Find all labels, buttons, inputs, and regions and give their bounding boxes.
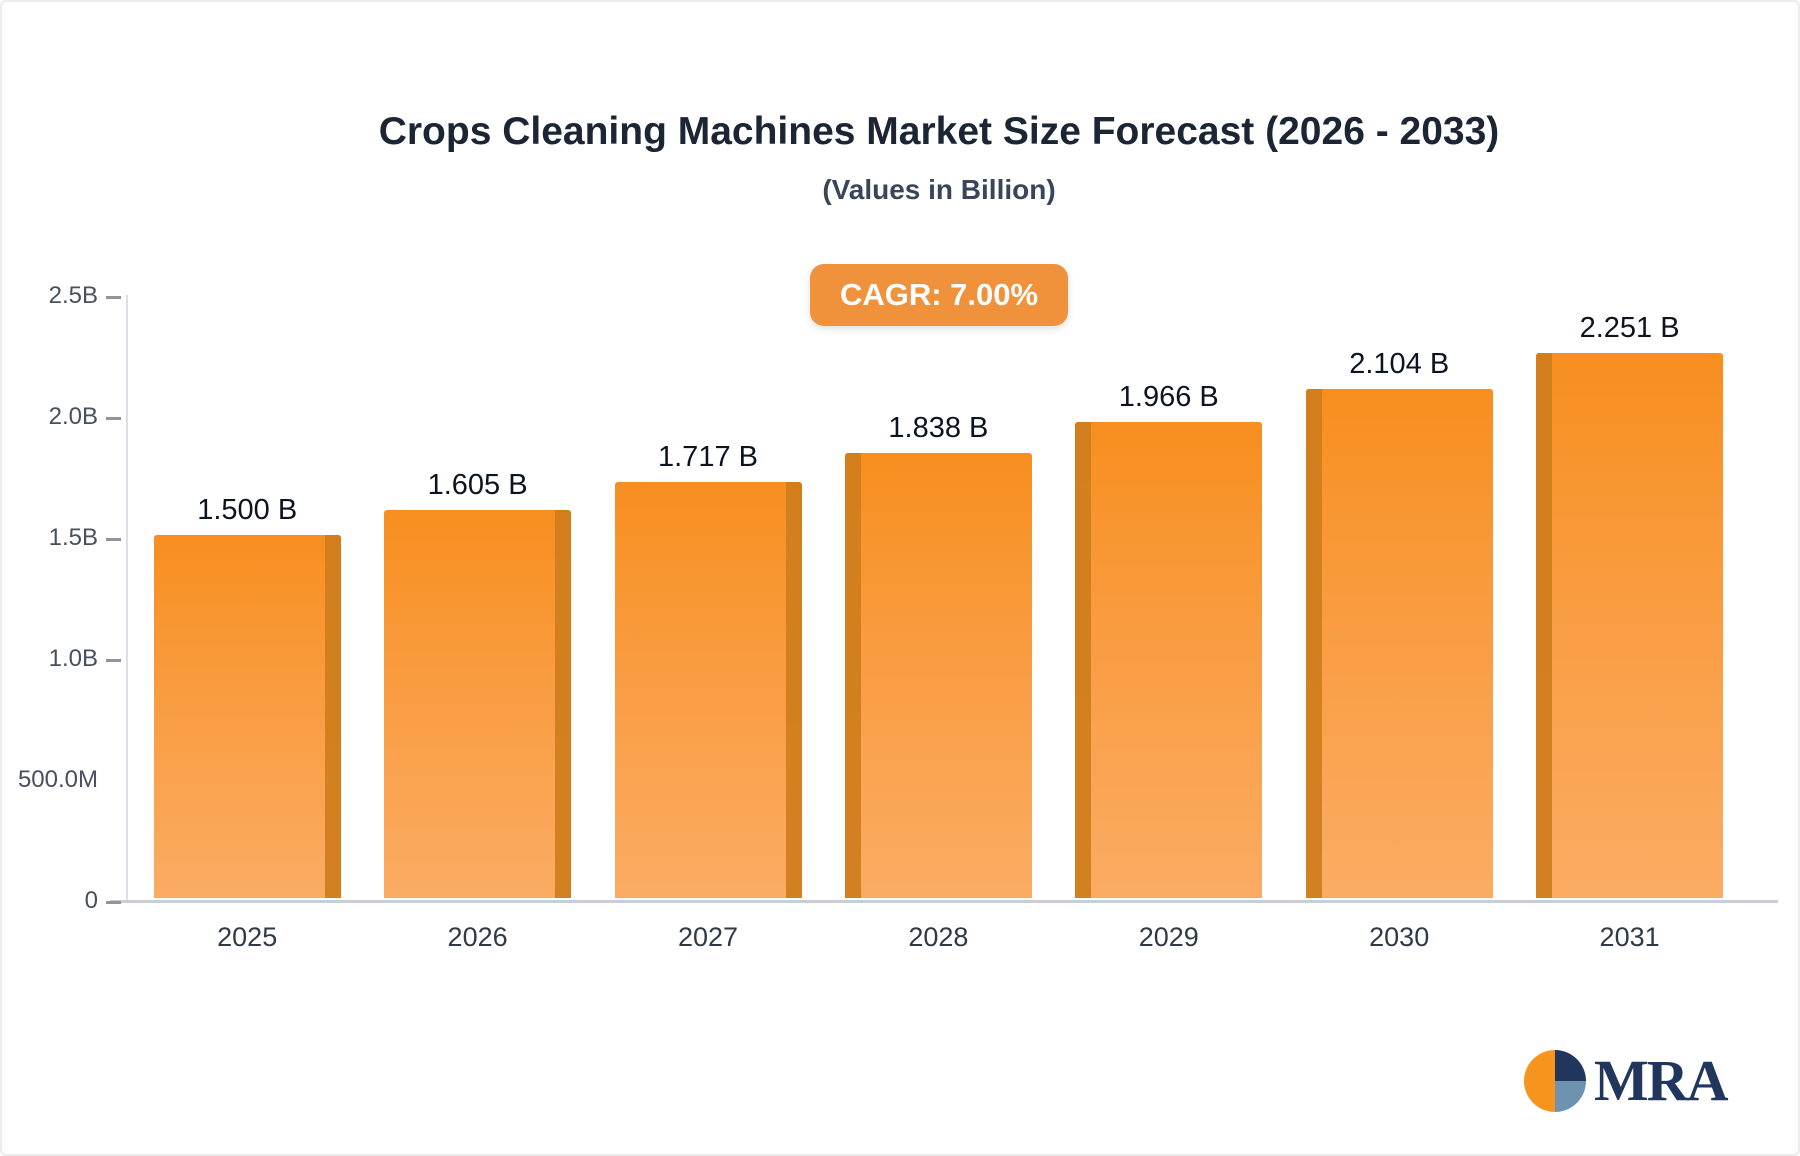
bar-value-label: 1.605 B <box>427 469 528 501</box>
x-axis-line <box>110 900 1778 903</box>
cagr-badge: CAGR: 7.00% <box>809 264 1069 326</box>
bar-2025[interactable] <box>153 535 341 898</box>
y-tick-mark <box>106 659 121 662</box>
bar-2028[interactable] <box>844 453 1032 898</box>
bar-2031[interactable] <box>1536 353 1724 898</box>
bar-3d-shade <box>1075 422 1092 898</box>
x-axis-label: 2028 <box>908 922 969 952</box>
bar-value-label: 1.838 B <box>888 412 989 444</box>
brand-logo: MRA <box>1522 1048 1729 1114</box>
bar-2027[interactable] <box>614 482 802 898</box>
x-axis-label: 2027 <box>677 922 739 952</box>
bar-value-label: 2.251 B <box>1579 312 1680 344</box>
bar-3d-shade <box>785 482 802 898</box>
x-axis-label: 2031 <box>1599 922 1660 952</box>
bar-3d-shade <box>844 453 861 898</box>
x-axis-label: 2025 <box>217 922 278 952</box>
bar-value-label: 1.717 B <box>658 441 758 473</box>
bar-value-label: 1.966 B <box>1118 381 1219 413</box>
bar-value-label: 1.500 B <box>197 494 298 526</box>
bar-3d-shade <box>324 535 341 898</box>
y-axis-label: 1.0B <box>48 645 98 672</box>
brand-logo-text: MRA <box>1594 1048 1729 1113</box>
y-axis-label: 0 <box>84 887 98 914</box>
bar-2029[interactable] <box>1075 422 1263 898</box>
chart-subtitle: (Values in Billion) <box>822 174 1056 205</box>
y-axis-label: 2.0B <box>48 403 98 430</box>
y-tick-mark <box>106 901 121 904</box>
bar-2026[interactable] <box>384 510 572 898</box>
bar-value-label: 2.104 B <box>1349 348 1450 380</box>
pie-logo-icon <box>1524 1050 1586 1112</box>
chart-title: Crops Cleaning Machines Market Size Fore… <box>378 110 1500 153</box>
y-tick-mark <box>106 538 121 541</box>
bar-3d-shade <box>555 510 572 898</box>
y-tick-mark <box>106 296 121 299</box>
x-axis-label: 2029 <box>1138 922 1199 952</box>
y-tick-mark <box>106 417 121 420</box>
x-axis-label: 2026 <box>447 922 508 952</box>
y-axis-label: 2.5B <box>48 282 98 309</box>
y-axis-label: 1.5B <box>48 524 98 551</box>
bar-3d-shade <box>1536 353 1553 898</box>
bar-2030[interactable] <box>1305 389 1493 898</box>
y-axis-line <box>126 295 128 902</box>
bar-3d-shade <box>1305 389 1322 898</box>
y-axis-label: 500.0M <box>17 766 98 793</box>
cagr-badge-wrap: CAGR: 7.00% <box>80 264 1798 326</box>
x-axis-label: 2030 <box>1369 922 1430 952</box>
